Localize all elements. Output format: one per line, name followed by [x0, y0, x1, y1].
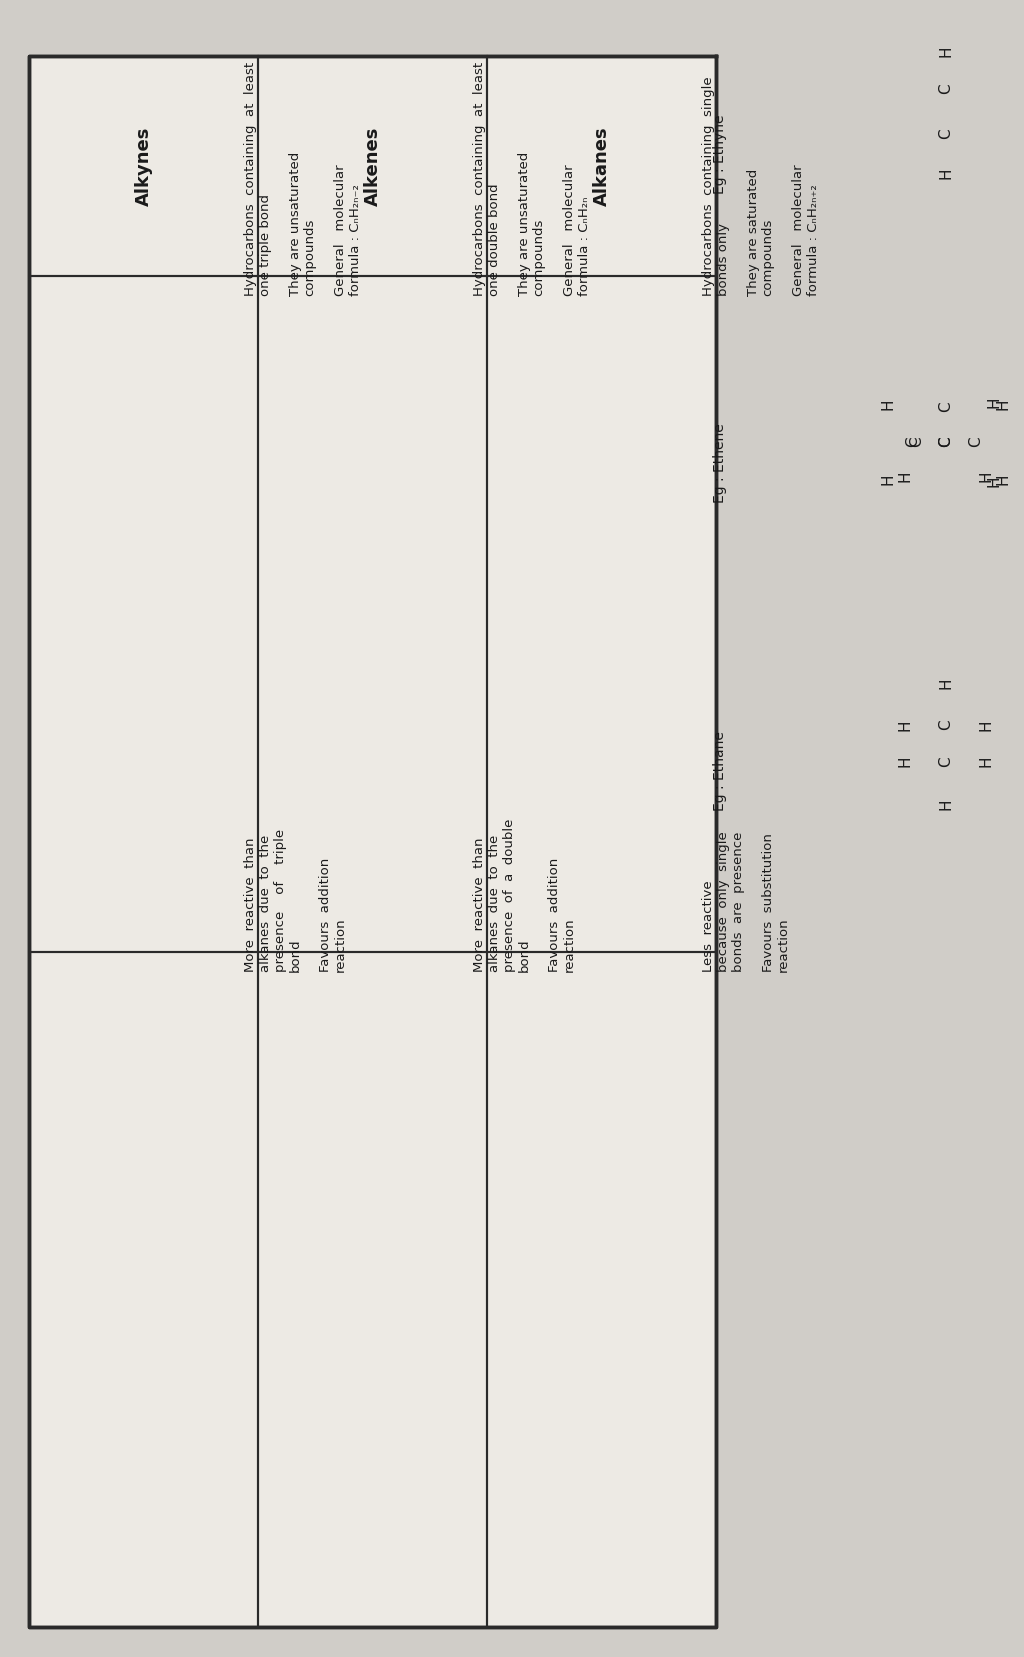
Text: H: H: [938, 678, 953, 689]
Text: H: H: [881, 474, 896, 486]
Text: H: H: [979, 719, 993, 731]
Text: More  reactive  than
alkanes  due  to  the
presence    of    triple
bond

Favour: More reactive than alkanes due to the pr…: [244, 828, 347, 971]
Polygon shape: [487, 951, 717, 1627]
Text: Less  reactive
because  only  single
bonds  are  presence

Favours  substitution: Less reactive because only single bonds …: [701, 830, 790, 971]
Text: H: H: [979, 471, 993, 482]
Text: Eg : Ethyne: Eg : Ethyne: [713, 114, 727, 194]
Text: C: C: [938, 756, 953, 767]
Text: Hydrocarbons  containing  at  least
one triple bond

They are unsaturated
compou: Hydrocarbons containing at least one tri…: [244, 61, 361, 297]
Text: C: C: [938, 436, 953, 447]
Text: Eg : Ethene: Eg : Ethene: [713, 423, 727, 502]
Polygon shape: [258, 56, 487, 277]
Text: Hydrocarbons  containing  single
bonds only

They are saturated
compounds

Gener: Hydrocarbons containing single bonds onl…: [701, 76, 819, 297]
Text: C: C: [968, 436, 983, 447]
Polygon shape: [487, 56, 717, 277]
Text: C: C: [938, 436, 953, 447]
Text: H: H: [979, 756, 993, 767]
Text: H: H: [986, 476, 1001, 487]
Polygon shape: [30, 951, 258, 1627]
Text: C: C: [938, 128, 953, 139]
Text: H: H: [995, 474, 1011, 486]
Polygon shape: [30, 277, 258, 951]
Text: H: H: [898, 756, 912, 767]
Text: Hydrocarbons  containing  at  least
one double bond

They are unsaturated
compou: Hydrocarbons containing at least one dou…: [473, 61, 591, 297]
Text: C: C: [938, 401, 953, 413]
Polygon shape: [487, 56, 717, 277]
Polygon shape: [258, 277, 487, 951]
Text: C: C: [908, 436, 924, 447]
Text: Eg : Ethane: Eg : Ethane: [713, 731, 727, 810]
Text: Alkenes: Alkenes: [364, 126, 382, 205]
Polygon shape: [258, 951, 487, 1627]
Text: H: H: [898, 719, 912, 731]
Text: H: H: [986, 396, 1001, 408]
Polygon shape: [487, 951, 717, 1627]
Text: H: H: [938, 167, 953, 179]
Text: More  reactive  than
alkanes  due  to  the
presence  of  a  double
bond

Favours: More reactive than alkanes due to the pr…: [473, 819, 575, 971]
Text: H: H: [995, 398, 1011, 409]
Text: H: H: [881, 398, 896, 409]
Polygon shape: [30, 951, 258, 1627]
Text: C: C: [938, 719, 953, 731]
Polygon shape: [258, 277, 487, 951]
Text: C: C: [938, 83, 953, 94]
Text: Alkynes: Alkynes: [135, 126, 153, 205]
Polygon shape: [30, 56, 258, 277]
Polygon shape: [258, 951, 487, 1627]
Polygon shape: [487, 277, 717, 951]
Polygon shape: [30, 56, 258, 277]
Text: C: C: [905, 436, 921, 447]
Text: H: H: [898, 471, 912, 482]
Text: Alkanes: Alkanes: [593, 126, 611, 205]
Polygon shape: [30, 277, 258, 951]
Text: H: H: [938, 46, 953, 56]
Polygon shape: [487, 277, 717, 951]
Polygon shape: [258, 56, 487, 277]
Text: H: H: [938, 799, 953, 810]
